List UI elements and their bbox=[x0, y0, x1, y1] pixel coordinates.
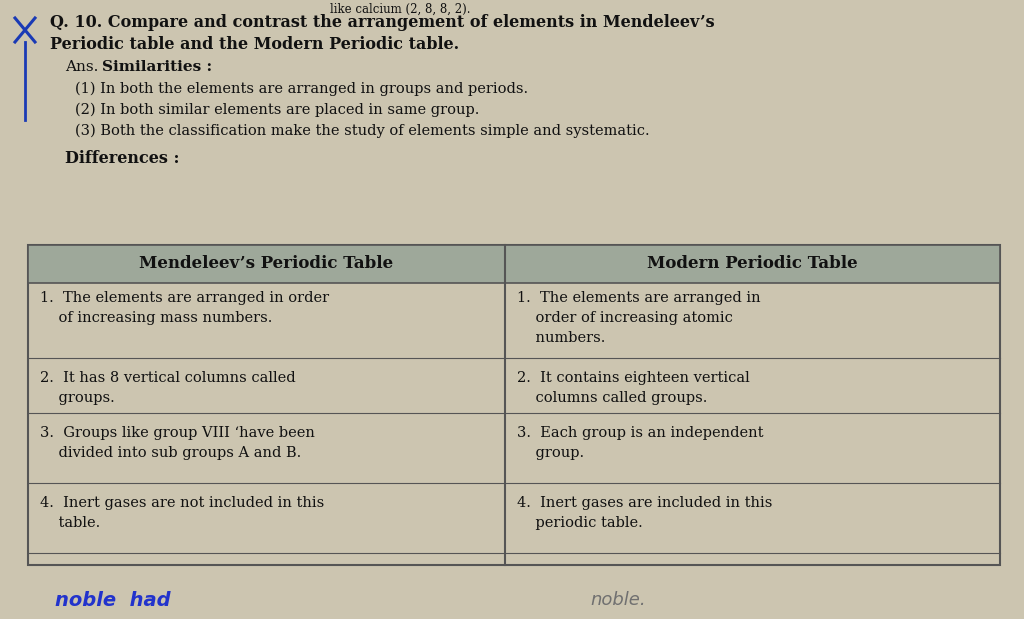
Text: Q. 10. Compare and contrast the arrangement of elements in Mendeleev’s: Q. 10. Compare and contrast the arrangem… bbox=[50, 14, 715, 31]
Text: like calcium (2, 8, 8, 2).: like calcium (2, 8, 8, 2). bbox=[330, 3, 470, 16]
Text: (1) In both the elements are arranged in groups and periods.: (1) In both the elements are arranged in… bbox=[75, 82, 528, 97]
Text: Periodic table and the Modern Periodic table.: Periodic table and the Modern Periodic t… bbox=[50, 36, 459, 53]
Bar bbox=[28, 245, 1000, 565]
Text: 3.  Each group is an independent
    group.: 3. Each group is an independent group. bbox=[517, 426, 764, 460]
Text: 1.  The elements are arranged in order
    of increasing mass numbers.: 1. The elements are arranged in order of… bbox=[40, 291, 329, 325]
Text: Ans.: Ans. bbox=[65, 60, 103, 74]
Text: Modern Periodic Table: Modern Periodic Table bbox=[647, 256, 858, 272]
Text: Differences :: Differences : bbox=[65, 150, 179, 167]
Text: noble.: noble. bbox=[590, 591, 645, 609]
Text: 4.  Inert gases are not included in this
    table.: 4. Inert gases are not included in this … bbox=[40, 496, 325, 530]
Text: 4.  Inert gases are included in this
    periodic table.: 4. Inert gases are included in this peri… bbox=[517, 496, 772, 530]
Bar bbox=[505, 245, 1000, 283]
Text: 1.  The elements are arranged in
    order of increasing atomic
    numbers.: 1. The elements are arranged in order of… bbox=[517, 291, 761, 345]
Text: (3) Both the classification make the study of elements simple and systematic.: (3) Both the classification make the stu… bbox=[75, 124, 649, 139]
Text: 2.  It contains eighteen vertical
    columns called groups.: 2. It contains eighteen vertical columns… bbox=[517, 371, 750, 405]
Text: noble  had: noble had bbox=[55, 591, 171, 610]
Bar bbox=[28, 245, 505, 283]
Text: Similarities :: Similarities : bbox=[102, 60, 212, 74]
Text: 3.  Groups like group VIII ‘have been
    divided into sub groups A and B.: 3. Groups like group VIII ‘have been div… bbox=[40, 426, 314, 460]
Text: Mendeleev’s Periodic Table: Mendeleev’s Periodic Table bbox=[139, 256, 393, 272]
Text: 2.  It has 8 vertical columns called
    groups.: 2. It has 8 vertical columns called grou… bbox=[40, 371, 296, 405]
Text: (2) In both similar elements are placed in same group.: (2) In both similar elements are placed … bbox=[75, 103, 479, 118]
